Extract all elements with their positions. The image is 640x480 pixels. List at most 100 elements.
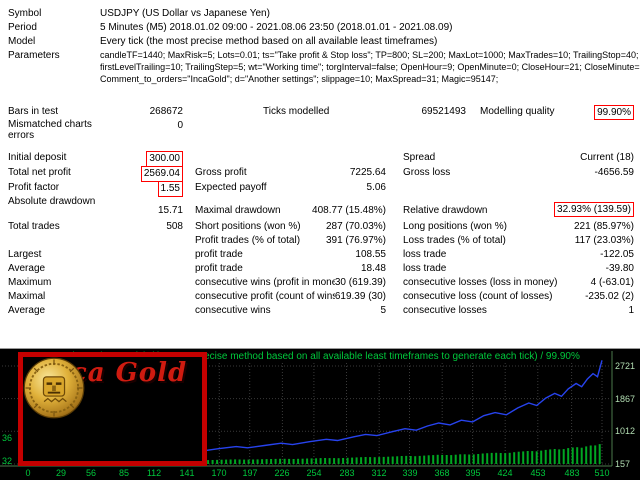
gross-loss-label: Gross loss bbox=[403, 167, 451, 178]
average-consecutive-wins-value: 5 bbox=[380, 304, 386, 317]
spread-value: Current (18) bbox=[580, 151, 634, 165]
row-model: Model Every tick (the most precise metho… bbox=[0, 34, 640, 48]
total-net-profit-cell: Total net profit 2569.04 bbox=[0, 165, 185, 182]
expected-payoff-cell: Expected payoff 5.06 bbox=[185, 180, 390, 195]
short-positions-value: 287 (70.03%) bbox=[325, 220, 386, 233]
x-axis-label: 339 bbox=[402, 468, 418, 478]
x-axis-label: 141 bbox=[179, 468, 195, 478]
x-axis-label: 453 bbox=[530, 468, 546, 478]
ticks-modelled-value: 69521493 bbox=[421, 105, 466, 118]
gross-profit-cell: Gross profit 7225.64 bbox=[185, 165, 390, 180]
y-axis-label: 157 bbox=[615, 459, 631, 469]
initial-deposit-label: Initial deposit bbox=[8, 152, 67, 163]
maximum-losses-label: consecutive losses (loss in money) bbox=[403, 277, 558, 288]
average-consecutive-losses-value: 1 bbox=[628, 304, 634, 317]
largest-profit-cell: profit trade 108.55 bbox=[185, 247, 390, 261]
long-positions-label: Long positions (won %) bbox=[403, 221, 507, 232]
relative-drawdown-cell: Relative drawdown 32.93% (139.59) bbox=[390, 195, 640, 219]
x-axis-label: 510 bbox=[594, 468, 610, 478]
total-trades-value: 508 bbox=[166, 220, 183, 233]
relative-drawdown-value: 32.93% (139.59) bbox=[554, 202, 634, 217]
row-profit-loss-trades: Profit trades (% of total) 391 (76.97%) … bbox=[0, 233, 640, 247]
mismatched-label: Mismatched charts errors bbox=[8, 119, 92, 141]
x-axis-label: 112 bbox=[146, 468, 162, 478]
x-axis-label: 312 bbox=[371, 468, 387, 478]
modelling-quality-label: Modelling quality bbox=[480, 106, 555, 117]
loss-trades-cell: Loss trades (% of total) 117 (23.03%) bbox=[390, 233, 640, 247]
row-largest-trade: Largest profit trade 108.55 loss trade -… bbox=[0, 247, 640, 261]
largest-profit-value: 108.55 bbox=[355, 248, 386, 261]
gross-profit-label: Gross profit bbox=[195, 167, 247, 178]
average-loss-value: -39.80 bbox=[605, 262, 634, 275]
bars-in-test-cell: Bars in test 268672 bbox=[0, 104, 185, 118]
profit-factor-cell: Profit factor 1.55 bbox=[0, 180, 185, 197]
maximal-losses-cell: consecutive loss (count of losses) -235.… bbox=[390, 289, 640, 303]
spread-cell: Spread Current (18) bbox=[390, 150, 640, 165]
average-loss-label: loss trade bbox=[403, 263, 447, 274]
average-consecutive-wins-cell: consecutive wins 5 bbox=[185, 303, 390, 317]
x-axis-label: 395 bbox=[465, 468, 481, 478]
row-symbol: Symbol USDJPY (US Dollar vs Japanese Yen… bbox=[0, 6, 640, 20]
row-profit-factor: Profit factor 1.55 Expected payoff 5.06 bbox=[0, 180, 640, 197]
maximal-wins-label: consecutive profit (count of wins) bbox=[195, 291, 341, 302]
chart-title: Balance / Every tick (the most precise m… bbox=[60, 351, 580, 362]
short-positions-label: Short positions (won %) bbox=[195, 221, 301, 232]
absolute-drawdown-cell: Absolute drawdown 15.71 bbox=[0, 195, 185, 219]
total-trades-cell: Total trades 508 bbox=[0, 219, 185, 233]
expected-payoff-value: 5.06 bbox=[366, 181, 386, 195]
profit-trades-cell: Profit trades (% of total) 391 (76.97%) bbox=[185, 233, 390, 247]
average-consecutive-losses-cell: consecutive losses 1 bbox=[390, 303, 640, 317]
parameters-line-2: firstLevelTrailing=10; TrailingStep=5; w… bbox=[100, 62, 640, 72]
symbol-value: USDJPY (US Dollar vs Japanese Yen) bbox=[100, 8, 270, 19]
x-axis-label: 226 bbox=[274, 468, 290, 478]
period-value: 5 Minutes (M5) 2018.01.02 09:00 - 2021.0… bbox=[100, 22, 453, 33]
average-consecutive-row-label: Average bbox=[8, 305, 46, 316]
y-axis-label: 1867 bbox=[615, 394, 636, 404]
x-axis-label: 170 bbox=[211, 468, 227, 478]
period-label: Period bbox=[8, 22, 37, 33]
relative-drawdown-label: Relative drawdown bbox=[403, 205, 488, 216]
average-consecutive-wins-label: consecutive wins bbox=[195, 305, 271, 316]
gross-loss-value: -4656.59 bbox=[594, 166, 634, 180]
initial-deposit-value: 300.00 bbox=[146, 151, 183, 167]
loss-trades-label: Loss trades (% of total) bbox=[403, 235, 506, 246]
loss-trades-value: 117 (23.03%) bbox=[574, 234, 634, 247]
gross-profit-value: 7225.64 bbox=[349, 166, 386, 180]
row-drawdown: Absolute drawdown 15.71 Maximal drawdown… bbox=[0, 195, 640, 219]
maximum-row-label: Maximum bbox=[8, 277, 52, 288]
x-axis-label: 56 bbox=[85, 468, 96, 478]
average-row-label: Average bbox=[8, 263, 46, 274]
maximal-drawdown-value: 408.77 (15.48%) bbox=[312, 204, 386, 217]
expected-payoff-label: Expected payoff bbox=[195, 182, 267, 193]
lot-scale-label: 32 bbox=[2, 456, 13, 466]
symbol-label: Symbol bbox=[8, 8, 42, 19]
row-bars-in-test: Bars in test 268672 Ticks modelled 69521… bbox=[0, 104, 640, 120]
total-net-profit-label: Total net profit bbox=[8, 167, 71, 178]
modelling-quality-cell: Modelling quality 99.90% bbox=[470, 104, 640, 120]
row-average-consecutive: Average consecutive wins 5 consecutive l… bbox=[0, 303, 640, 317]
maximum-wins-value: 30 (619.39) bbox=[334, 276, 386, 289]
maximum-wins-cell: consecutive wins (profit in money) 30 (6… bbox=[185, 275, 390, 289]
maximal-wins-cell: consecutive profit (count of wins) 619.3… bbox=[185, 289, 390, 303]
row-mismatched-charts-errors: Mismatched charts errors 0 bbox=[0, 118, 640, 142]
parameters-line-3: Comment_to_orders="IncaGold"; d="Another… bbox=[100, 74, 499, 84]
largest-loss-cell: loss trade -122.05 bbox=[390, 247, 640, 261]
x-axis-label: 254 bbox=[306, 468, 322, 478]
x-axis-label: 85 bbox=[118, 468, 129, 478]
average-consecutive-losses-label: consecutive losses bbox=[403, 305, 487, 316]
model-value: Every tick (the most precise method base… bbox=[100, 36, 438, 47]
maximal-drawdown-label: Maximal drawdown bbox=[195, 205, 281, 216]
gross-loss-cell: Gross loss -4656.59 bbox=[390, 165, 640, 180]
profit-trades-value: 391 (76.97%) bbox=[325, 234, 386, 247]
average-profit-cell: profit trade 18.48 bbox=[185, 261, 390, 275]
average-profit-value: 18.48 bbox=[360, 262, 386, 275]
bars-in-test-label: Bars in test bbox=[8, 106, 59, 117]
incagold-logo: Inca Gold bbox=[18, 352, 207, 466]
model-label: Model bbox=[8, 36, 36, 47]
row-maximum-consecutive: Maximum consecutive wins (profit in mone… bbox=[0, 275, 640, 289]
y-axis-label: 1012 bbox=[615, 426, 636, 436]
maximal-losses-label: consecutive loss (count of losses) bbox=[403, 291, 553, 302]
maximal-wins-value: 619.39 (30) bbox=[334, 290, 386, 303]
largest-profit-label: profit trade bbox=[195, 249, 243, 260]
